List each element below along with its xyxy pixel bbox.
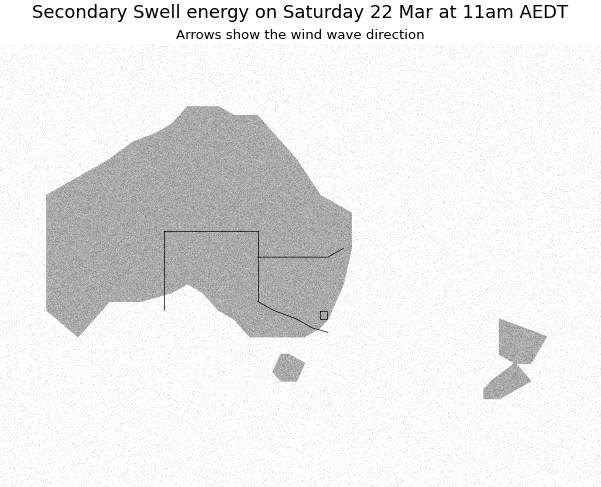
Text: Arrows show the wind wave direction: Arrows show the wind wave direction (176, 29, 425, 41)
Text: Secondary Swell energy on Saturday 22 Mar at 11am AEDT: Secondary Swell energy on Saturday 22 Ma… (32, 4, 569, 22)
